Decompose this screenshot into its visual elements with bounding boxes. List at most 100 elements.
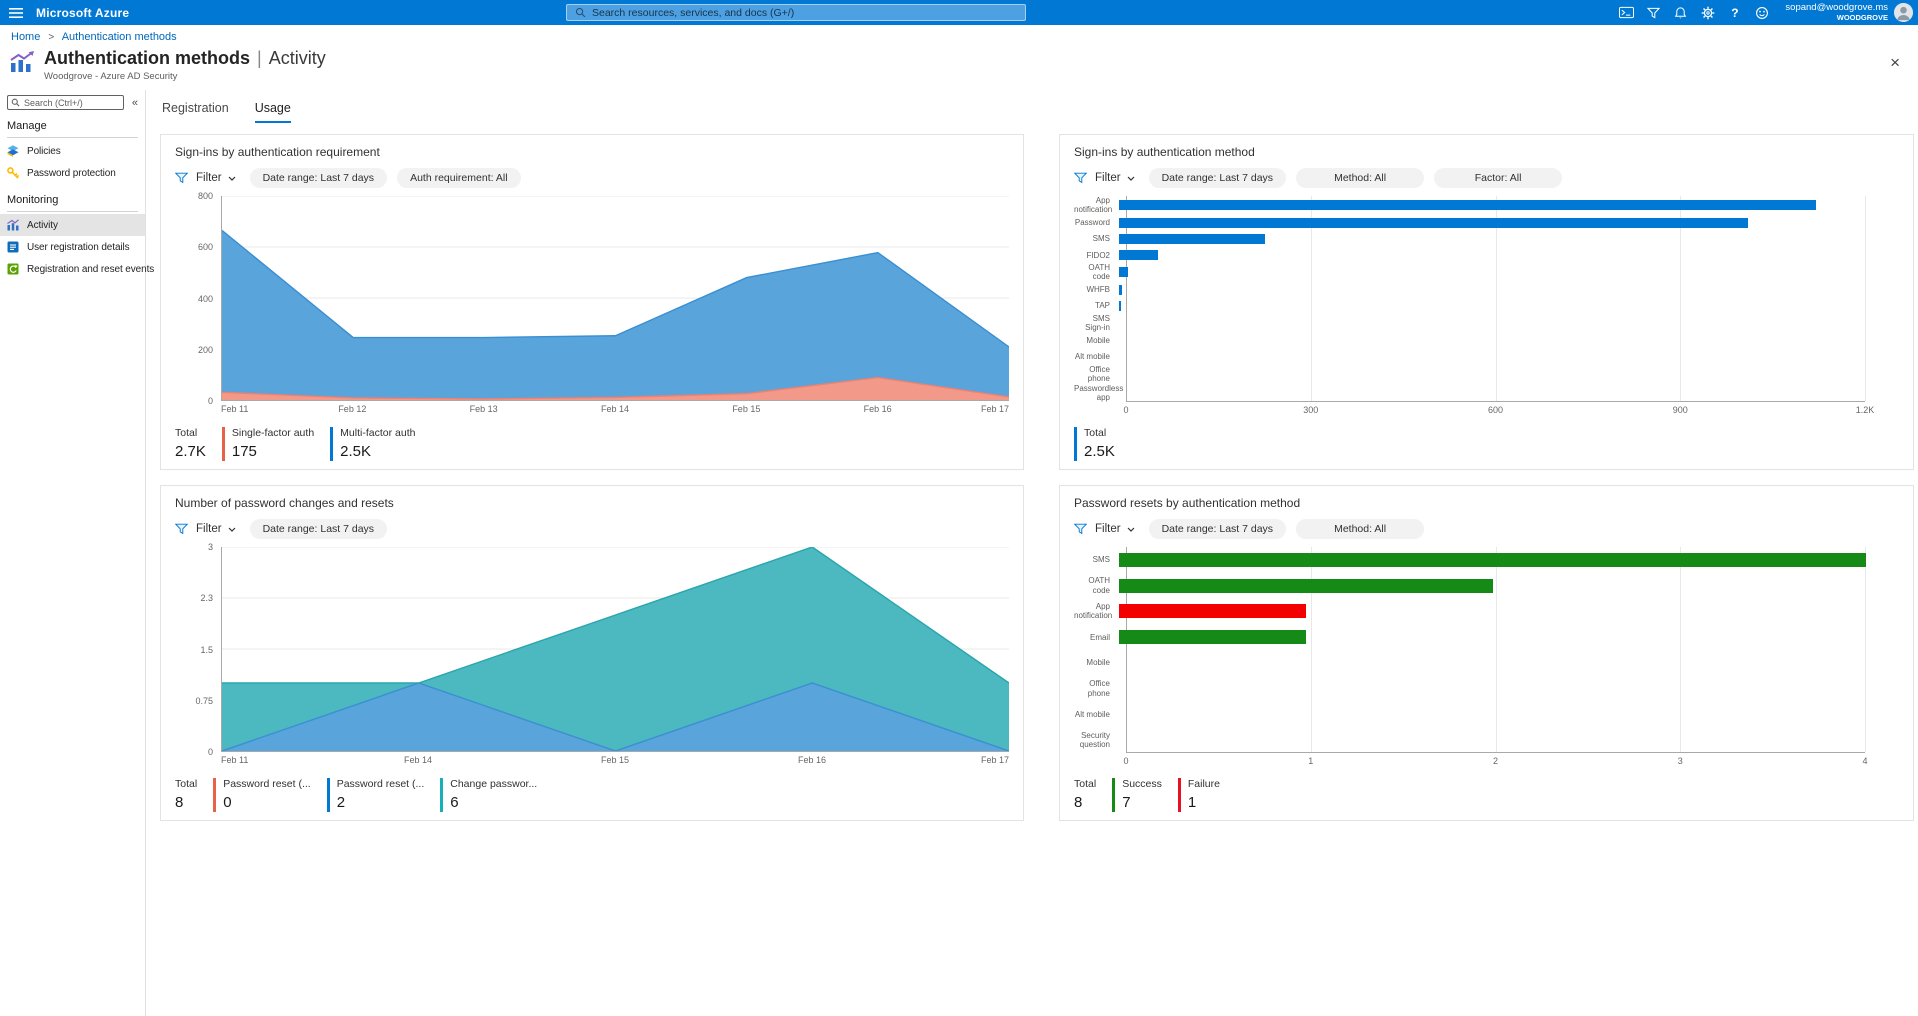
account-info[interactable]: sopand@woodgrove.ms WOODGROVE [1785,1,1888,23]
tab-registration[interactable]: Registration [162,101,229,115]
area-chart-password-changes: 0 0.75 1.5 2.3 3 Feb 11 Feb 14 Feb 15 Feb 16 Feb … [195,542,1009,765]
legend-failure: Failure 1 [1177,778,1220,812]
key-icon [7,167,19,179]
legend-password-reset-admin: Password reset (... 0 [213,778,311,812]
card-password-resets-by-method: Password resets by authentication method… [1059,485,1914,821]
legend-total: Total 2.7K [175,427,206,460]
page-header: Authentication methods | Activity Woodgrov… [0,46,1918,90]
bar-chart-signins-by-method: App notification Password SMS FIDO2 OATH cod… [1074,196,1875,415]
chevron-down-icon[interactable] [228,527,236,532]
notifications-icon[interactable] [1667,0,1694,25]
legend-total: Total 8 [1074,778,1097,811]
authentication-methods-icon [10,51,35,79]
sidebar-item-user-registration-details[interactable]: User registration details [0,236,145,258]
sidebar-section-monitoring: Monitoring [7,194,138,212]
pill-method[interactable]: Method: All [1296,519,1425,539]
view-tabs: Registration Usage [162,90,1918,123]
card-password-changes-resets: Number of password changes and resets Fi… [160,485,1024,821]
legend-color-chip [221,427,225,461]
settings-icon[interactable] [1694,0,1721,25]
search-icon [11,98,20,107]
sidebar-item-registration-reset-events[interactable]: Registration and reset events [0,258,154,280]
filter-icon [175,523,188,535]
sidebar-section-manage: Manage [7,120,138,138]
account-email: sopand@woodgrove.ms [1785,1,1888,13]
close-icon[interactable]: × [1890,53,1900,72]
sidebar-item-label: Policies [27,145,61,157]
breadcrumb-separator: > [48,32,55,43]
registration-details-icon [7,241,19,253]
chart-legend: Total 2.5K [1074,427,1899,461]
sidebar-item-policies[interactable]: Policies [0,140,145,162]
legend-color-chip [330,427,334,461]
card-title: Sign-ins by authentication method [1074,145,1255,159]
avatar[interactable] [1894,3,1913,22]
sidebar-item-label: Password protection [27,167,116,179]
legend-color-chip [326,778,330,812]
filter-label[interactable]: Filter [196,172,222,184]
legend-color-chip [1112,778,1116,812]
legend-total: Total 2.5K [1074,427,1115,461]
legend-color-chip [440,778,444,812]
help-icon[interactable]: ? [1731,5,1739,20]
sidebar-search-input[interactable] [7,95,124,110]
title-pipe: | [257,48,262,68]
pill-date-range[interactable]: Date range: Last 7 days [249,168,388,188]
search-icon [575,7,586,18]
topbar-actions: ? sopand@woodgrove.ms WOODGROVE [1613,0,1918,25]
pill-method[interactable]: Method: All [1296,168,1425,188]
legend-single-factor-auth: Single-factor auth 175 [221,427,314,461]
feedback-icon[interactable] [1748,0,1775,25]
filter-icon [1074,523,1087,535]
filter-icon [175,172,188,184]
cloud-shell-icon[interactable] [1613,0,1640,25]
filter-icon [1074,172,1087,184]
azure-brand[interactable]: Microsoft Azure [36,5,130,20]
chevron-down-icon[interactable] [1127,176,1135,181]
sidebar-item-label: User registration details [27,241,130,253]
pill-date-range[interactable]: Date range: Last 7 days [1148,519,1287,539]
legend-multi-factor-auth: Multi-factor auth 2.5K [330,427,415,461]
card-signins-by-auth-method: Sign-ins by authentication method Filter… [1059,134,1914,470]
reset-events-icon [7,263,19,275]
sidebar-item-password-protection[interactable]: Password protection [0,162,145,184]
sidebar-collapse-button[interactable]: « [131,96,138,109]
legend-total: Total 8 [175,778,198,811]
global-search-input[interactable]: Search resources, services, and docs (G+… [566,4,1026,21]
tab-usage[interactable]: Usage [254,101,291,123]
breadcrumb-home[interactable]: Home [11,31,41,43]
chart-legend: Total 2.7K Single-factor auth 175 Multi-fa… [175,427,1009,461]
pill-date-range[interactable]: Date range: Last 7 days [249,519,388,539]
sidebar-item-label: Registration and reset events [27,263,155,275]
page-title: Authentication methods [44,48,250,68]
breadcrumb: Home > Authentication methods [0,25,1918,46]
filter-label[interactable]: Filter [1095,523,1121,535]
breadcrumb-authentication-methods[interactable]: Authentication methods [61,31,177,43]
legend-color-chip [213,778,217,812]
pill-date-range[interactable]: Date range: Last 7 days [1148,168,1287,188]
legend-success: Success 7 [1112,778,1162,812]
sidebar: « Manage Policies Password protection Mo… [0,90,154,1016]
policies-icon [7,145,19,157]
filter-label[interactable]: Filter [196,523,222,535]
account-tenant: WOODGROVE [1836,12,1888,22]
main-content: Registration Usage Sign-ins by authentic… [146,90,1918,1016]
card-signins-by-auth-requirement: Sign-ins by authentication requirement F… [160,134,1024,470]
area-chart-signins-by-requirement: 0 200 400 600 800 Feb 11 Feb 12 Feb 13 Feb 14 Feb… [197,191,1009,414]
legend-color-chip [1074,427,1077,461]
card-title: Number of password changes and resets [175,496,394,510]
sidebar-item-label: Activity [27,219,58,231]
chevron-down-icon[interactable] [228,176,236,181]
sidebar-item-activity[interactable]: Activity [0,214,145,236]
pill-auth-requirement[interactable]: Auth requirement: All [397,168,521,188]
page-view-title: Activity [268,48,326,68]
legend-password-reset-self: Password reset (... 2 [326,778,424,812]
legend-change-password: Change passwor... 6 [440,778,537,812]
chart-legend: Total 8 Success 7 Failure 1 [1074,778,1899,812]
filter-label[interactable]: Filter [1095,172,1121,184]
menu-icon[interactable] [0,7,32,19]
chevron-down-icon[interactable] [1127,527,1135,532]
global-search-placeholder: Search resources, services, and docs (G+… [592,6,795,19]
directory-filter-icon[interactable] [1640,0,1667,25]
pill-factor[interactable]: Factor: All [1434,168,1563,188]
